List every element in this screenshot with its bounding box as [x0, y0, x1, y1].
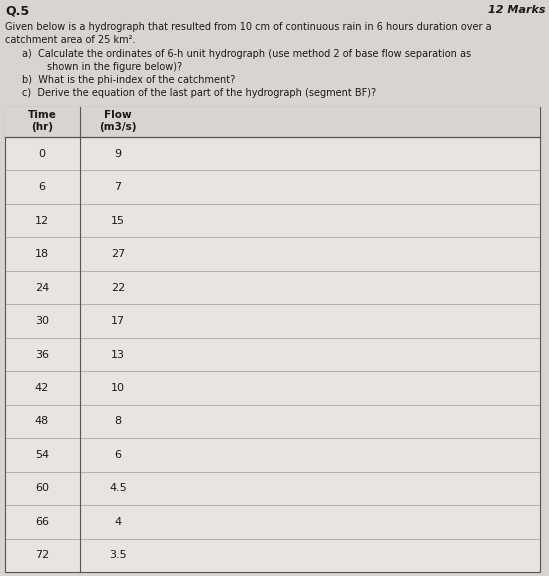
Text: 6: 6	[38, 182, 46, 192]
Text: 10: 10	[111, 383, 125, 393]
Text: 30: 30	[35, 316, 49, 326]
Text: 66: 66	[35, 517, 49, 527]
Text: 27: 27	[111, 249, 125, 259]
Text: 54: 54	[35, 450, 49, 460]
Bar	[5, 107, 540, 137]
Text: 60: 60	[35, 483, 49, 494]
Text: Flow
(m3/s): Flow (m3/s)	[99, 110, 137, 131]
Text: c)  Derive the equation of the last part of the hydrograph (segment BF)?: c) Derive the equation of the last part …	[22, 88, 376, 98]
Text: 17: 17	[111, 316, 125, 326]
Text: 12: 12	[35, 215, 49, 226]
Text: shown in the figure below)?: shown in the figure below)?	[22, 62, 182, 72]
Text: Q.5: Q.5	[5, 5, 29, 18]
Text: 22: 22	[111, 283, 125, 293]
Text: 13: 13	[111, 350, 125, 359]
Text: 4.5: 4.5	[109, 483, 127, 494]
Text: 6: 6	[115, 450, 121, 460]
Text: 7: 7	[114, 182, 121, 192]
Text: 36: 36	[35, 350, 49, 359]
Text: b)  What is the phi-index of the catchment?: b) What is the phi-index of the catchmen…	[22, 75, 236, 85]
Text: 8: 8	[114, 416, 121, 426]
Text: 18: 18	[35, 249, 49, 259]
Text: 4: 4	[114, 517, 121, 527]
Text: 72: 72	[35, 550, 49, 560]
Bar	[5, 107, 540, 572]
Text: 12 Marks: 12 Marks	[488, 5, 545, 15]
Text: 9: 9	[114, 149, 121, 159]
Text: 24: 24	[35, 283, 49, 293]
Text: 3.5: 3.5	[109, 550, 127, 560]
Text: 15: 15	[111, 215, 125, 226]
Text: catchment area of 25 km².: catchment area of 25 km².	[5, 35, 136, 45]
Text: Given below is a hydrograph that resulted from 10 cm of continuous rain in 6 hou: Given below is a hydrograph that resulte…	[5, 22, 491, 32]
Text: 0: 0	[38, 149, 46, 159]
Text: Time
(hr): Time (hr)	[27, 110, 57, 131]
Text: a)  Calculate the ordinates of 6-h unit hydrograph (use method 2 of base flow se: a) Calculate the ordinates of 6-h unit h…	[22, 49, 471, 59]
Text: 48: 48	[35, 416, 49, 426]
Text: 42: 42	[35, 383, 49, 393]
